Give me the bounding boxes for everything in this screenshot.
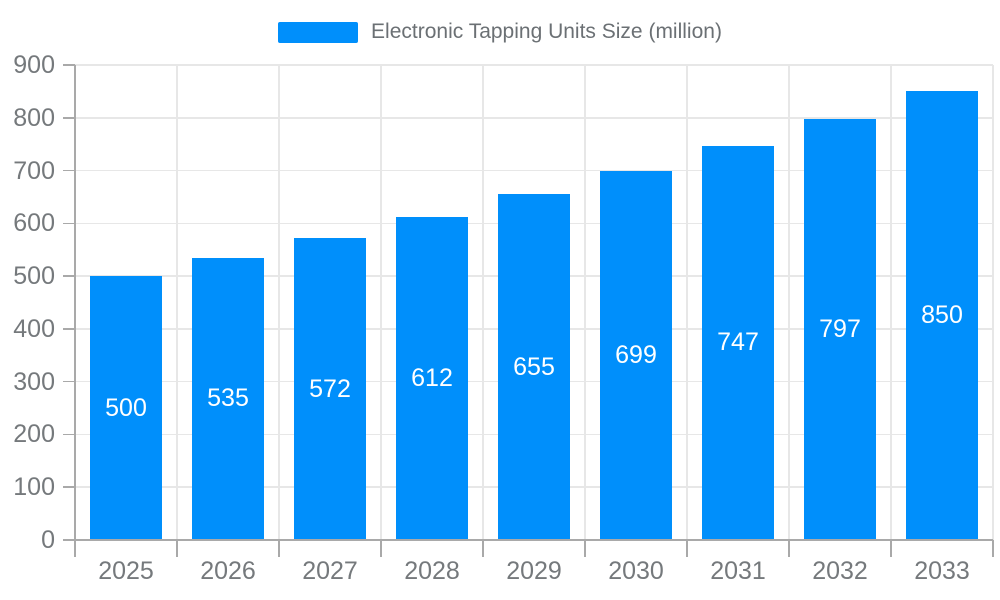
y-axis-label: 700: [13, 156, 55, 185]
y-axis-label: 800: [13, 103, 55, 132]
y-gridline: [75, 117, 993, 119]
x-gridline: [686, 65, 688, 540]
chart-legend: Electronic Tapping Units Size (million): [0, 20, 1000, 44]
y-axis-label: 100: [13, 473, 55, 502]
bar-2031[interactable]: 747: [702, 145, 774, 540]
x-axis-tick: [686, 540, 688, 557]
x-axis-tick: [74, 540, 76, 557]
y-axis-label: 0: [41, 526, 55, 554]
bar-2028[interactable]: 612: [396, 217, 468, 540]
bar-value-label: 797: [819, 315, 861, 344]
y-axis-tick: [63, 433, 75, 436]
bar-value-label: 572: [309, 374, 351, 403]
bar-value-label: 699: [615, 341, 657, 370]
bar-value-label: 747: [717, 328, 759, 357]
x-axis-label: 2033: [914, 557, 970, 585]
y-axis-tick: [63, 117, 75, 119]
x-gridline: [788, 65, 790, 540]
x-gridline: [992, 65, 994, 540]
bar-2032[interactable]: 797: [804, 119, 876, 540]
x-axis-label: 2027: [302, 557, 358, 585]
x-gridline: [584, 65, 586, 540]
x-axis-label: 2030: [608, 557, 664, 585]
x-axis-label: 2029: [506, 557, 562, 585]
x-axis-label: 2031: [710, 557, 766, 585]
y-gridline: [75, 169, 993, 172]
bar-value-label: 612: [411, 364, 453, 392]
bar-value-label: 850: [921, 301, 963, 330]
bar-2033[interactable]: 850: [906, 91, 978, 540]
x-axis-tick: [584, 540, 586, 557]
x-axis-tick: [482, 540, 484, 557]
y-axis-line: [73, 65, 76, 541]
bar-2027[interactable]: 572: [294, 238, 366, 540]
y-axis-label: 900: [13, 51, 55, 79]
y-axis-tick: [63, 328, 75, 330]
x-gridline: [890, 65, 892, 540]
y-axis-tick: [63, 486, 75, 488]
y-gridline: [75, 64, 993, 66]
x-axis-label: 2032: [812, 557, 868, 585]
x-axis-label: 2026: [200, 557, 256, 585]
y-axis-tick: [63, 222, 75, 225]
legend-swatch: [278, 21, 359, 43]
x-axis-tick: [890, 540, 892, 557]
x-axis-tick: [992, 540, 994, 557]
y-axis-label: 400: [13, 314, 55, 343]
bar-2030[interactable]: 699: [600, 171, 672, 540]
x-axis-tick: [788, 540, 790, 557]
y-axis-tick: [63, 380, 75, 383]
y-axis-label: 200: [13, 420, 55, 449]
x-gridline: [176, 65, 178, 540]
x-gridline: [380, 65, 382, 540]
x-axis-tick: [380, 540, 382, 557]
y-axis-tick: [63, 169, 75, 172]
y-axis-label: 500: [13, 262, 55, 291]
y-axis-tick: [63, 64, 75, 66]
x-axis-label: 2025: [98, 557, 154, 585]
x-axis-label: 2028: [404, 557, 460, 585]
y-axis-label: 300: [13, 367, 55, 396]
x-axis-line: [63, 539, 993, 541]
bar-2025[interactable]: 500: [90, 276, 162, 540]
x-gridline: [278, 65, 280, 540]
legend-item[interactable]: Electronic Tapping Units Size (million): [278, 20, 722, 44]
x-gridline: [482, 65, 484, 540]
bar-value-label: 655: [513, 352, 555, 381]
bar-2029[interactable]: 655: [498, 194, 570, 540]
y-axis-label: 600: [13, 209, 55, 238]
x-axis-tick: [176, 540, 178, 557]
legend-label: Electronic Tapping Units Size (million): [371, 20, 722, 43]
bar-value-label: 535: [207, 384, 249, 413]
y-axis-tick: [63, 275, 75, 277]
bar-value-label: 500: [105, 393, 147, 422]
bar-2026[interactable]: 535: [192, 257, 264, 540]
x-axis-tick: [278, 540, 280, 557]
